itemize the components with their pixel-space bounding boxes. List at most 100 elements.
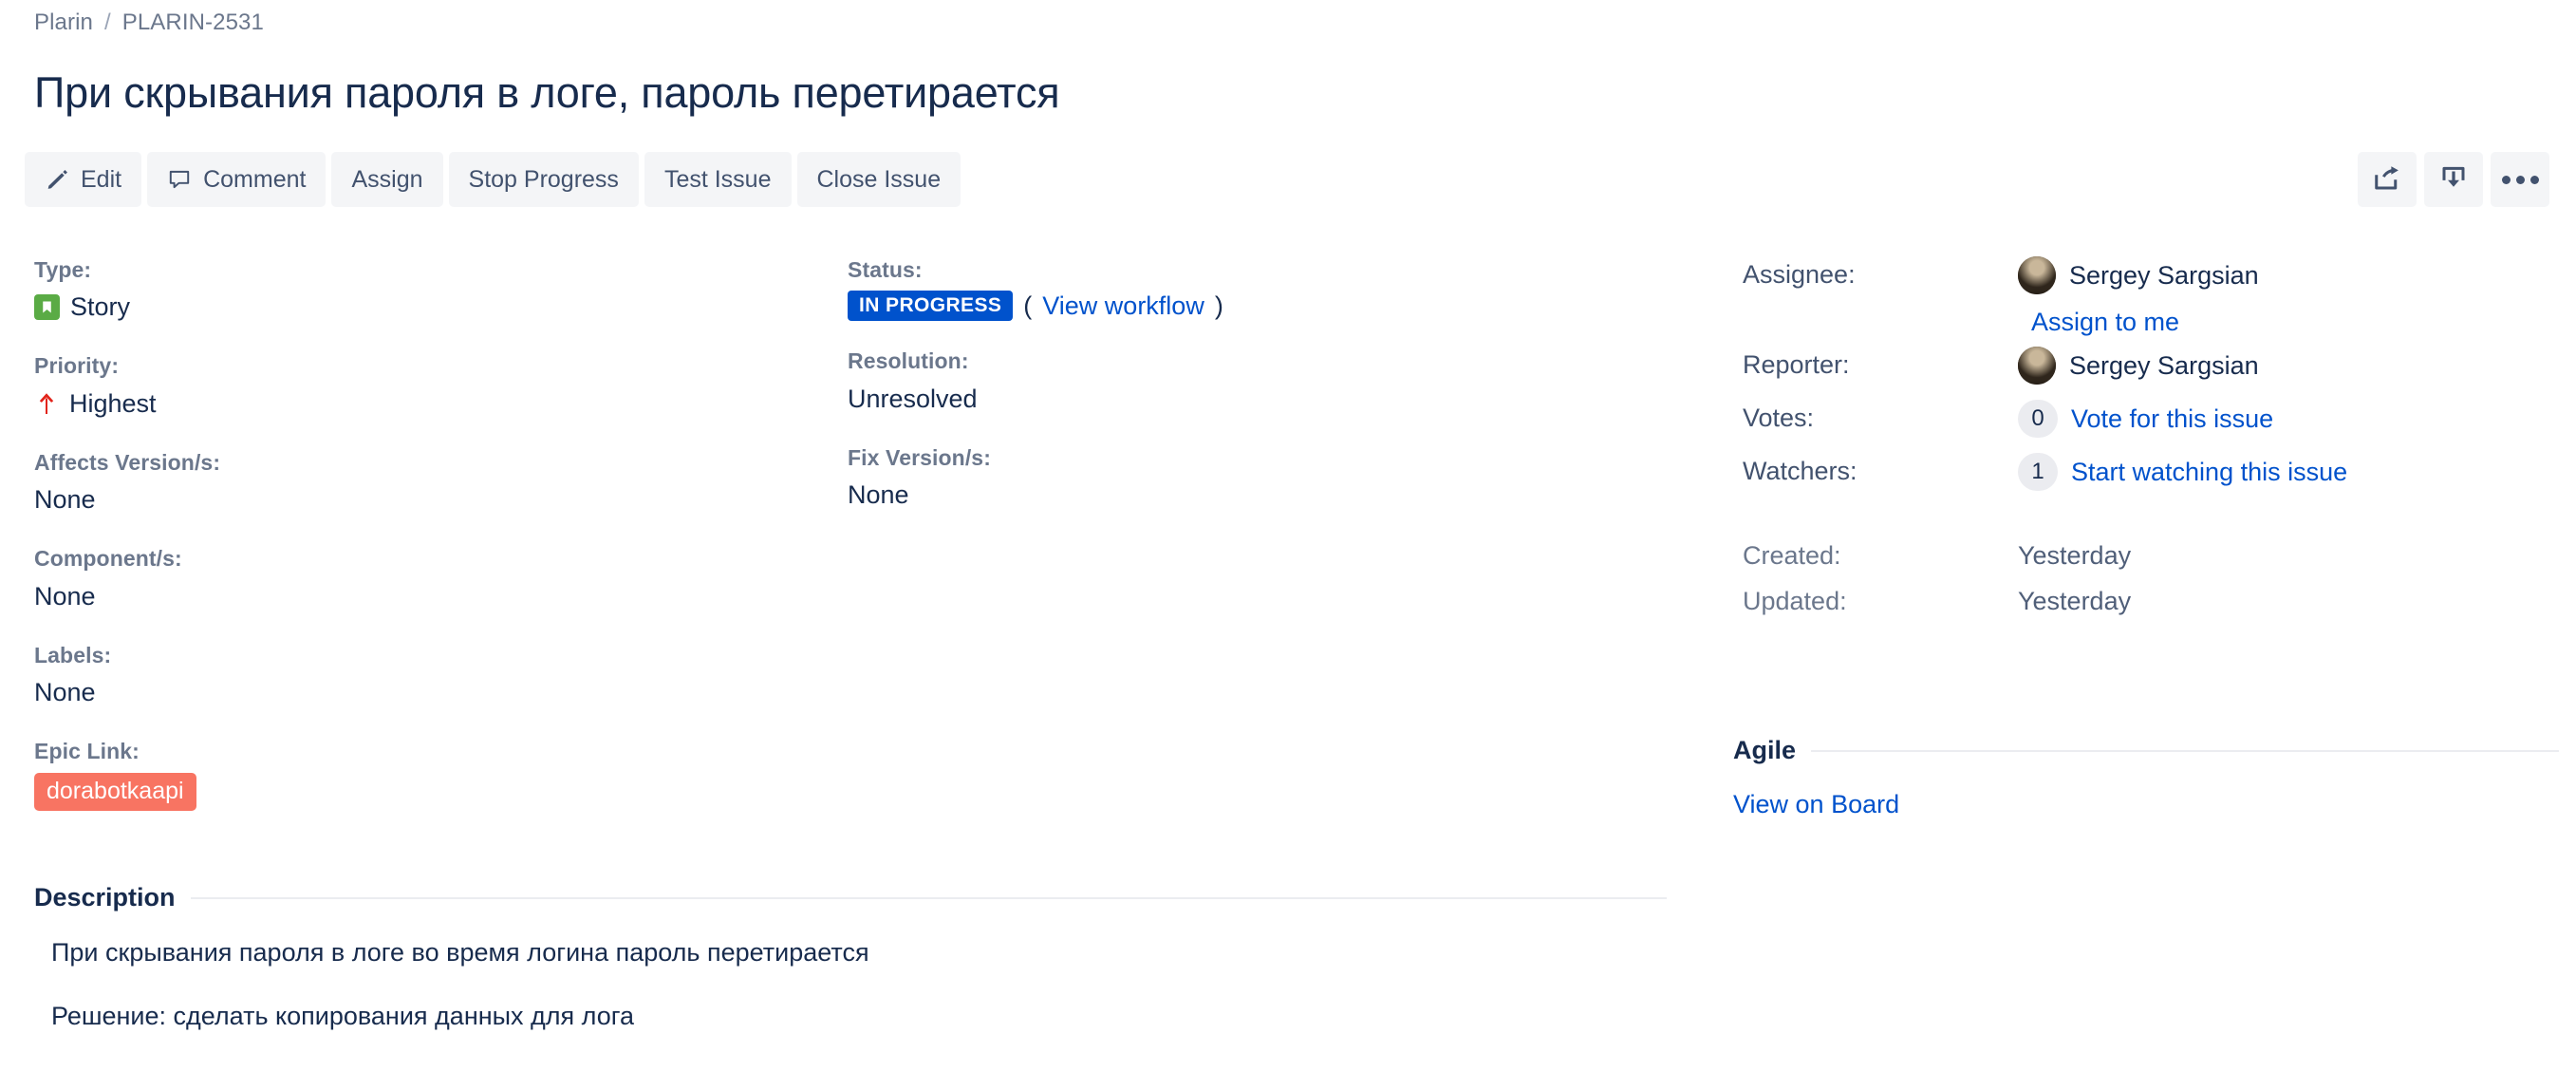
- breadcrumb-issue-key[interactable]: PLARIN-2531: [121, 9, 264, 35]
- edit-button[interactable]: Edit: [25, 152, 142, 207]
- view-on-board-link[interactable]: View on Board: [1733, 790, 1900, 818]
- field-status-value-row: IN PROGRESS ( View workflow): [848, 291, 1322, 322]
- votes-row: Votes: 0 Vote for this issue: [1743, 400, 2530, 453]
- agile-section-header: Agile: [1733, 736, 2559, 765]
- field-labels-value: None: [34, 678, 96, 707]
- paren-open: (: [1023, 291, 1033, 320]
- details-column-left: Type: Story Priority: Highe: [34, 254, 433, 811]
- field-priority-value-row: Highest: [34, 385, 433, 423]
- updated-label: Updated:: [1743, 586, 1847, 615]
- stop-progress-button-label: Stop Progress: [468, 165, 619, 193]
- description-section-header: Description: [34, 883, 1667, 912]
- priority-highest-icon: [34, 391, 59, 417]
- field-type-label: Type:: [34, 257, 92, 282]
- share-icon: [2373, 164, 2401, 196]
- paren-close: ): [1214, 291, 1223, 320]
- assignee-row: Assignee: Sergey Sargsian: [1743, 256, 2530, 310]
- description-paragraph: При скрывания пароля в логе во время лог…: [51, 938, 869, 967]
- dates-group: Created: Yesterday Updated: Yesterday: [1743, 533, 2530, 624]
- field-type-value: Story: [70, 292, 131, 322]
- close-issue-button[interactable]: Close Issue: [796, 152, 961, 207]
- description-heading: Description: [34, 883, 176, 911]
- field-epic-link-label: Epic Link:: [34, 739, 140, 764]
- details-column-middle: Status: IN PROGRESS ( View workflow) Reso…: [848, 254, 1322, 514]
- comment-button[interactable]: Comment: [147, 152, 327, 207]
- created-value: Yesterday: [2018, 540, 2132, 570]
- reporter-label: Reporter:: [1743, 350, 1850, 379]
- votes-label: Votes:: [1743, 404, 1815, 432]
- avatar: [2018, 347, 2056, 385]
- assign-to-me-row: Assign to me: [2031, 308, 2530, 337]
- comment-bubble-icon: [167, 167, 192, 192]
- votes-count-badge: 0: [2018, 400, 2058, 438]
- share-button[interactable]: [2358, 152, 2417, 207]
- field-components: Component/s: None: [34, 543, 433, 614]
- field-resolution: Resolution: Unresolved: [848, 346, 1322, 417]
- field-status: Status: IN PROGRESS ( View workflow): [848, 254, 1322, 322]
- description-paragraph: Решение: сделать копирования данных для …: [51, 1001, 635, 1030]
- breadcrumb-separator: /: [103, 9, 111, 35]
- epic-link-badge[interactable]: dorabotkaapi: [34, 772, 196, 811]
- breadcrumb: Plarin / PLARIN-2531: [34, 9, 264, 36]
- updated-value: Yesterday: [2018, 586, 2132, 615]
- field-fix-version: Fix Version/s: None: [848, 442, 1322, 514]
- view-workflow-link[interactable]: View workflow: [1042, 291, 1204, 320]
- watchers-row: Watchers: 1 Start watching this issue: [1743, 453, 2530, 506]
- more-ellipsis-icon: [2501, 175, 2539, 184]
- assign-button-label: Assign: [351, 165, 423, 193]
- test-issue-button-label: Test Issue: [663, 165, 772, 193]
- assignee-name: Sergey Sargsian: [2069, 260, 2259, 290]
- field-labels-label: Labels:: [34, 642, 112, 667]
- agile-heading: Agile: [1733, 736, 1797, 764]
- field-epic-link: Epic Link: dorabotkaapi: [34, 736, 433, 811]
- watchers-count-badge: 1: [2018, 453, 2058, 491]
- avatar: [2018, 256, 2056, 294]
- field-resolution-label: Resolution:: [848, 348, 969, 374]
- agile-section: Agile View on Board: [1733, 736, 2559, 819]
- field-type-value-row: Story: [34, 289, 433, 326]
- field-fix-version-label: Fix Version/s:: [848, 444, 991, 470]
- created-label: Created:: [1743, 540, 1841, 570]
- field-components-label: Component/s:: [34, 546, 182, 572]
- field-fix-version-value: None: [848, 480, 909, 510]
- export-button[interactable]: [2424, 152, 2483, 207]
- description-section: Description При скрывания пароля в логе …: [34, 883, 1667, 1035]
- people-panel: Assignee: Sergey Sargsian Assign to me R…: [1743, 256, 2530, 624]
- pencil-icon: [45, 167, 69, 192]
- field-components-value: None: [34, 581, 96, 611]
- field-resolution-value: Unresolved: [848, 384, 978, 413]
- edit-button-label: Edit: [81, 165, 122, 193]
- page-title: При скрывания пароля в логе, пароль пере…: [34, 68, 1060, 118]
- field-priority-value: Highest: [69, 388, 157, 418]
- vote-for-issue-link[interactable]: Vote for this issue: [2071, 404, 2274, 433]
- close-issue-button-label: Close Issue: [816, 165, 942, 193]
- issue-tool-icons: [2358, 152, 2549, 207]
- updated-row: Updated: Yesterday: [1743, 578, 2530, 624]
- issue-action-toolbar: Edit Comment Assign Stop Progress Test I…: [25, 152, 961, 207]
- agile-divider: [1811, 749, 2559, 752]
- field-status-label: Status:: [848, 257, 923, 282]
- assign-button[interactable]: Assign: [331, 152, 443, 207]
- watchers-value: 1 Start watching this issue: [2018, 453, 2347, 491]
- stop-progress-button[interactable]: Stop Progress: [448, 152, 639, 207]
- assignee-value: Sergey Sargsian: [2018, 256, 2259, 294]
- reporter-value: Sergey Sargsian: [2018, 347, 2259, 385]
- field-labels: Labels: None: [34, 640, 433, 711]
- more-actions-button[interactable]: [2491, 152, 2549, 207]
- reporter-row: Reporter: Sergey Sargsian: [1743, 347, 2530, 400]
- comment-button-label: Comment: [203, 165, 307, 193]
- watchers-label: Watchers:: [1743, 457, 1857, 485]
- status-badge[interactable]: IN PROGRESS: [848, 291, 1014, 322]
- reporter-name: Sergey Sargsian: [2069, 350, 2259, 380]
- description-divider: [190, 896, 1667, 899]
- field-affects-version-value: None: [34, 485, 96, 515]
- created-row: Created: Yesterday: [1743, 533, 2530, 578]
- field-affects-version-label: Affects Version/s:: [34, 449, 221, 475]
- test-issue-button[interactable]: Test Issue: [644, 152, 792, 207]
- assign-to-me-link[interactable]: Assign to me: [2031, 308, 2180, 336]
- story-icon: [34, 294, 60, 321]
- start-watching-link[interactable]: Start watching this issue: [2071, 457, 2348, 486]
- breadcrumb-project[interactable]: Plarin: [34, 9, 93, 35]
- field-priority: Priority: Highest: [34, 350, 433, 422]
